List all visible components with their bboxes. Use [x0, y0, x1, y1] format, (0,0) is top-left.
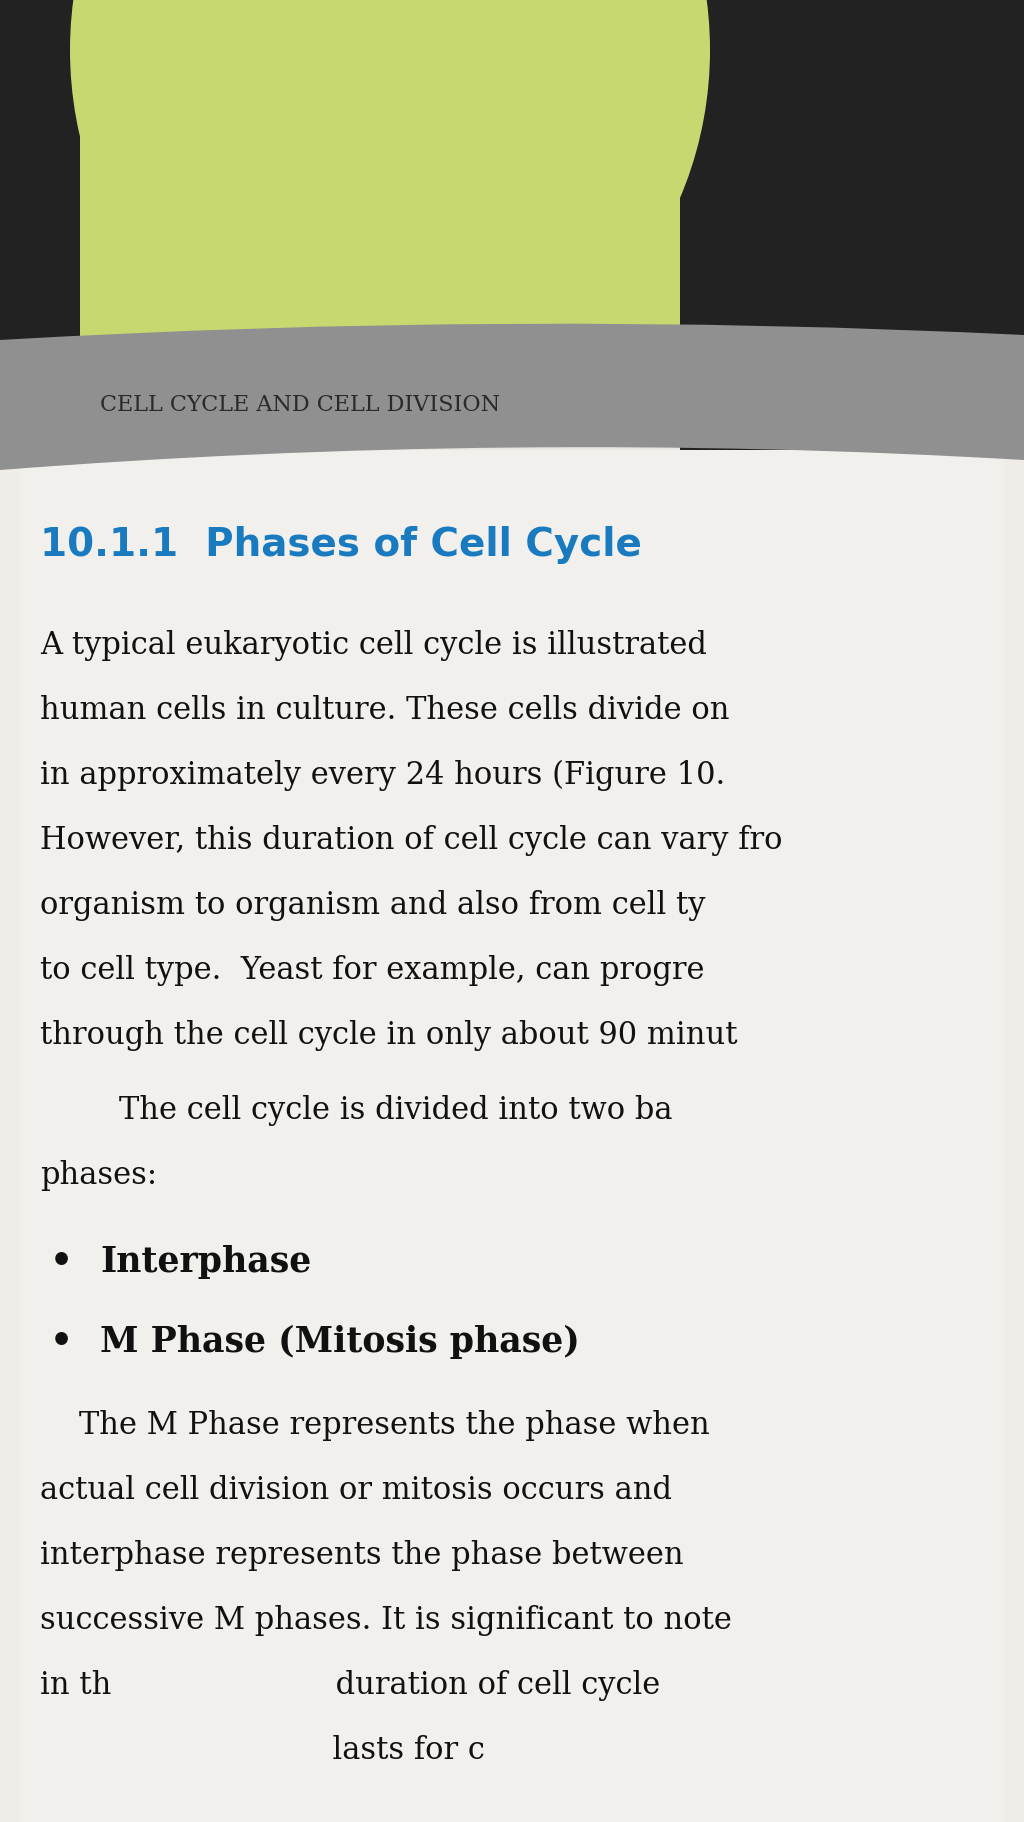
Bar	[680, 0, 1024, 459]
Text: phases:: phases:	[40, 1161, 157, 1192]
Bar	[0, 0, 80, 459]
Text: organism to organism and also from cell ty: organism to organism and also from cell …	[40, 889, 706, 920]
Text: through the cell cycle in only about 90 minut: through the cell cycle in only about 90 …	[40, 1020, 737, 1051]
Text: lasts for c: lasts for c	[40, 1735, 485, 1766]
Bar	[0, 0, 1024, 60]
PathPatch shape	[0, 324, 1024, 470]
Text: CELL CYCLE AND CELL DIVISION: CELL CYCLE AND CELL DIVISION	[100, 394, 500, 415]
Text: interphase represents the phase between: interphase represents the phase between	[40, 1540, 684, 1571]
Text: The M Phase represents the phase when: The M Phase represents the phase when	[40, 1410, 710, 1441]
Bar	[0, 450, 1024, 1822]
Text: A typical eukaryotic cell cycle is illustrated: A typical eukaryotic cell cycle is illus…	[40, 630, 707, 661]
Text: in approximately every 24 hours (Figure 10.: in approximately every 24 hours (Figure …	[40, 760, 725, 791]
Ellipse shape	[70, 0, 710, 401]
Text: M Phase (Mitosis phase): M Phase (Mitosis phase)	[100, 1325, 580, 1359]
Bar	[80, 49, 680, 401]
Text: human cells in culture. These cells divide on: human cells in culture. These cells divi…	[40, 694, 729, 725]
Text: •: •	[50, 1244, 73, 1279]
Bar	[20, 450, 1004, 1822]
Text: to cell type.  Yeast for example, can progre: to cell type. Yeast for example, can pro…	[40, 955, 705, 986]
Text: The cell cycle is divided into two ba: The cell cycle is divided into two ba	[80, 1095, 673, 1126]
Text: •: •	[50, 1325, 73, 1359]
Text: in th                       duration of cell cycle: in th duration of cell cycle	[40, 1671, 660, 1702]
Text: successive M phases. It is significant to note: successive M phases. It is significant t…	[40, 1605, 732, 1636]
Text: 10.1.1  Phases of Cell Cycle: 10.1.1 Phases of Cell Cycle	[40, 527, 642, 565]
Text: actual cell division or mitosis occurs and: actual cell division or mitosis occurs a…	[40, 1476, 672, 1507]
Text: Interphase: Interphase	[100, 1244, 311, 1279]
Text: However, this duration of cell cycle can vary fro: However, this duration of cell cycle can…	[40, 825, 782, 856]
